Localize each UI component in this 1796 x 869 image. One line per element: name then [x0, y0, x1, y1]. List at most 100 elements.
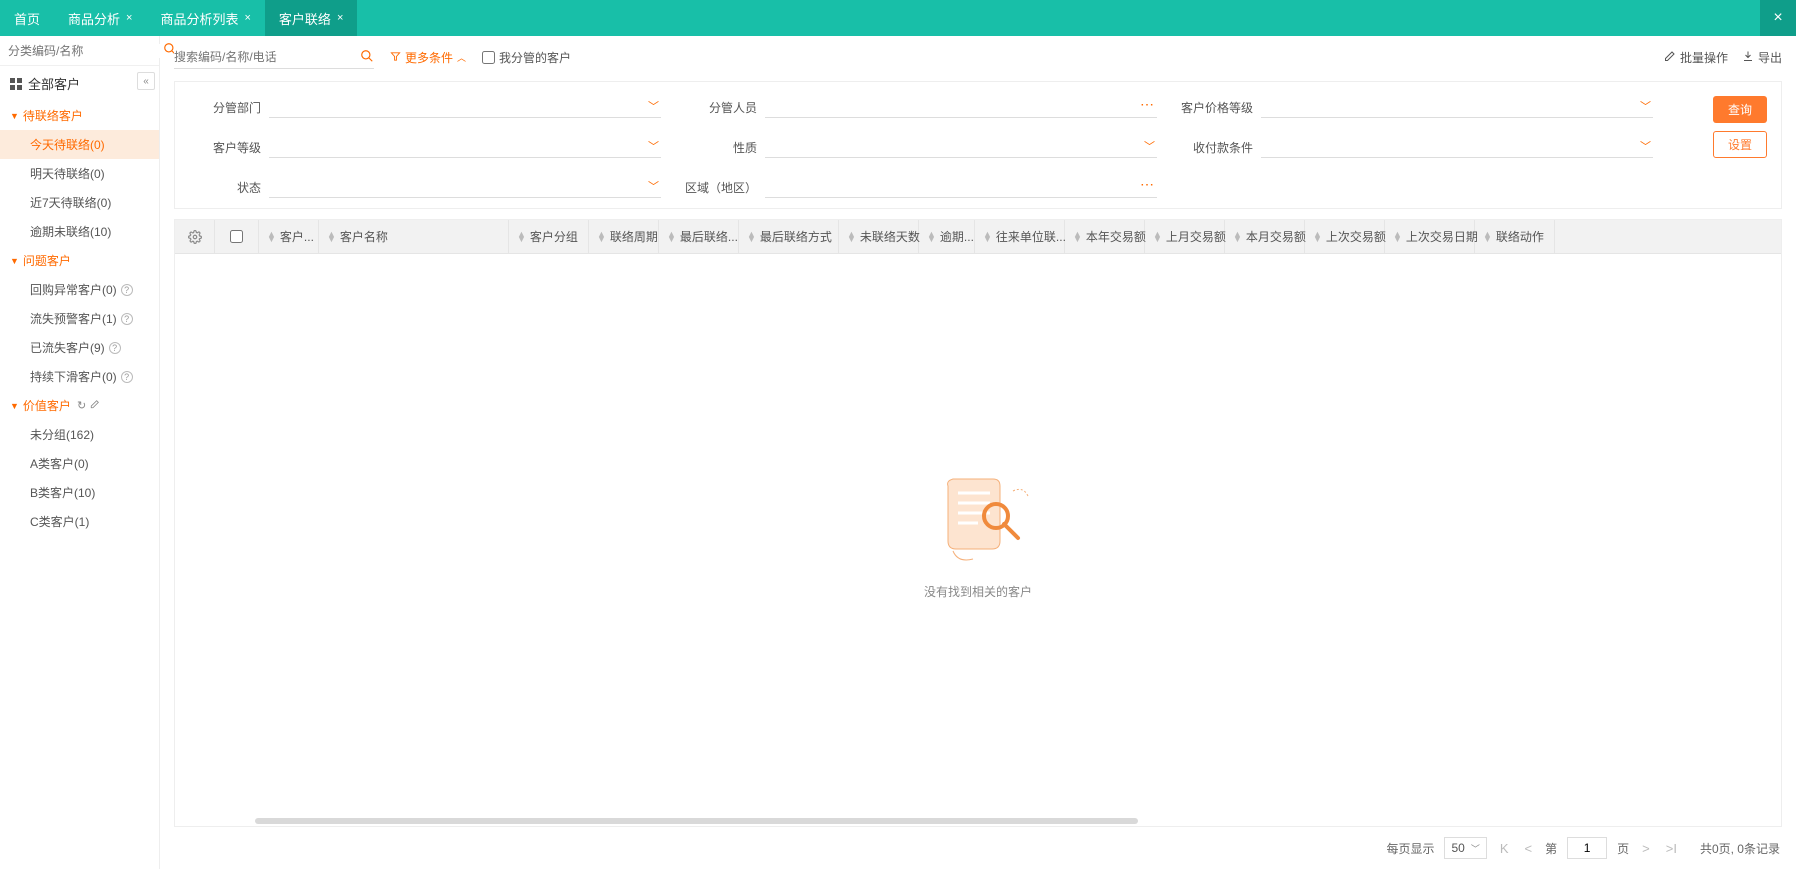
sort-icon: ▲▼ [747, 232, 756, 242]
table-column-1[interactable]: ▲▼客户名称 [319, 220, 509, 253]
refresh-icon[interactable]: ↻ [77, 399, 86, 412]
page-prev-button[interactable]: < [1522, 841, 1536, 856]
content-toolbar: 更多条件 ︿ 我分管的客户 批量操作 导出 [160, 36, 1796, 75]
more-conditions-toggle[interactable]: 更多条件 ︿ [390, 49, 466, 66]
main-search-input[interactable] [174, 46, 360, 68]
tree-group-1[interactable]: ▼问题客户 [0, 246, 159, 275]
sidebar-tree: ▼待联络客户今天待联络(0) 明天待联络(0) 近7天待联络(0) 逾期未联络(10)… [0, 101, 159, 546]
help-icon[interactable]: ? [121, 313, 133, 325]
tree-item-1-3[interactable]: 持续下滑客户(0)? [0, 362, 159, 391]
close-icon[interactable]: × [244, 12, 250, 24]
tree-item-0-1[interactable]: 明天待联络(0) [0, 159, 159, 188]
sidebar: 全部客户 « ▼待联络客户今天待联络(0) 明天待联络(0) 近7天待联络(0) 逾期… [0, 36, 160, 869]
filter-person: 分管人员 ⋯ [685, 96, 1157, 118]
tree-item-0-3[interactable]: 逾期未联络(10) [0, 217, 159, 246]
filter-price-level-input[interactable]: ﹀ [1261, 96, 1653, 118]
edit-icon[interactable] [90, 399, 100, 412]
topbar-close-button[interactable]: × [1760, 0, 1796, 36]
table-column-6[interactable]: ▲▼未联络天数 [839, 220, 919, 253]
sort-icon: ▲▼ [667, 232, 676, 242]
tab-0[interactable]: 首页 [0, 0, 54, 36]
filter-cust-level-input[interactable]: ﹀ [269, 136, 661, 158]
filter-dept-input[interactable]: ﹀ [269, 96, 661, 118]
sidebar-collapse-button[interactable]: « [137, 72, 155, 90]
page-first-button[interactable]: K [1497, 841, 1512, 856]
batch-ops-button[interactable]: 批量操作 [1664, 49, 1728, 66]
scrollbar-thumb[interactable] [255, 818, 1138, 824]
table-column-5[interactable]: ▲▼最后联络方式 [739, 220, 839, 253]
chevron-down-icon: ﹀ [648, 138, 659, 154]
table-column-0[interactable]: ▲▼客户... [259, 220, 319, 253]
tree-item-0-0[interactable]: 今天待联络(0) [0, 130, 159, 159]
close-icon[interactable]: × [126, 12, 132, 24]
table-column-10[interactable]: ▲▼上月交易额 [1145, 220, 1225, 253]
page-next-button[interactable]: > [1639, 841, 1653, 856]
tree-item-label: 明天待联络(0) [30, 165, 105, 182]
query-button[interactable]: 查询 [1713, 96, 1767, 123]
table-column-9[interactable]: ▲▼本年交易额 [1065, 220, 1145, 253]
search-icon[interactable] [360, 49, 374, 66]
help-icon[interactable]: ? [109, 342, 121, 354]
per-page-select[interactable]: 50 ﹀ [1444, 837, 1486, 859]
page-last-button[interactable]: >I [1663, 841, 1680, 856]
table-column-4[interactable]: ▲▼最后联络... [659, 220, 739, 253]
tree-item-2-1[interactable]: A类客户(0) [0, 449, 159, 478]
table-column-7[interactable]: ▲▼逾期... [919, 220, 975, 253]
tab-1[interactable]: 商品分析× [54, 0, 146, 36]
sort-icon: ▲▼ [1313, 232, 1322, 242]
table-column-2[interactable]: ▲▼客户分组 [509, 220, 589, 253]
table-settings-button[interactable] [175, 220, 215, 253]
table-column-3[interactable]: ▲▼联络周期 [589, 220, 659, 253]
horizontal-scrollbar[interactable] [175, 816, 1781, 826]
filter-region-input[interactable]: ⋯ [765, 176, 1157, 198]
caret-down-icon: ▼ [10, 401, 19, 411]
sidebar-search-input[interactable] [8, 44, 163, 58]
tree-group-0[interactable]: ▼待联络客户 [0, 101, 159, 130]
column-label: 上次交易额 [1326, 228, 1386, 245]
tree-item-2-2[interactable]: B类客户(10) [0, 478, 159, 507]
table-select-all[interactable] [215, 220, 259, 253]
table-column-14[interactable]: ▲▼联络动作 [1475, 220, 1555, 253]
tree-item-2-3[interactable]: C类客户(1) [0, 507, 159, 536]
my-customers-checkbox-wrap[interactable]: 我分管的客户 [482, 49, 571, 66]
sort-icon: ▲▼ [1073, 232, 1082, 242]
table-column-13[interactable]: ▲▼上次交易日期 [1385, 220, 1475, 253]
filter-pay-cond-input[interactable]: ﹀ [1261, 136, 1653, 158]
export-button[interactable]: 导出 [1742, 49, 1782, 66]
filter-person-input[interactable]: ⋯ [765, 96, 1157, 118]
filter-status-input[interactable]: ﹀ [269, 176, 661, 198]
close-icon[interactable]: × [337, 12, 343, 24]
select-all-checkbox[interactable] [230, 230, 243, 243]
tree-item-label: 近7天待联络(0) [30, 194, 111, 211]
tree-item-0-2[interactable]: 近7天待联络(0) [0, 188, 159, 217]
filter-cust-level: 客户等级 ﹀ [189, 136, 661, 158]
tree-item-label: B类客户(10) [30, 484, 95, 501]
table-column-8[interactable]: ▲▼往来单位联... [975, 220, 1065, 253]
tree-group-2[interactable]: ▼价值客户↻ [0, 391, 159, 420]
table-column-12[interactable]: ▲▼ 上次交易额 [1305, 220, 1385, 253]
help-icon[interactable]: ? [121, 371, 133, 383]
sidebar-all-customers[interactable]: 全部客户 « [0, 66, 159, 101]
tree-item-label: 未分组(162) [30, 426, 94, 443]
chevron-down-icon: ﹀ [1640, 98, 1651, 114]
sort-icon: ▲▼ [927, 232, 936, 242]
empty-state-icon [918, 471, 1038, 571]
tab-label: 首页 [14, 9, 40, 28]
table-header: ▲▼客户...▲▼客户名称▲▼客户分组▲▼联络周期▲▼最后联络...▲▼最后联络… [175, 220, 1781, 254]
export-label: 导出 [1758, 49, 1782, 66]
column-label: 客户... [280, 228, 314, 245]
filter-status: 状态 ﹀ [189, 176, 661, 198]
filter-price-level: 客户价格等级 ﹀ [1181, 96, 1653, 118]
filter-nature-input[interactable]: ﹀ [765, 136, 1157, 158]
tab-2[interactable]: 商品分析列表× [146, 0, 264, 36]
my-customers-checkbox[interactable] [482, 51, 495, 64]
tab-3[interactable]: 客户联络× [265, 0, 357, 36]
help-icon[interactable]: ? [121, 284, 133, 296]
tree-item-1-1[interactable]: 流失预警客户(1)? [0, 304, 159, 333]
setting-button[interactable]: 设置 [1713, 131, 1767, 158]
tree-item-1-2[interactable]: 已流失客户(9)? [0, 333, 159, 362]
table-column-11[interactable]: ▲▼本月交易额 [1225, 220, 1305, 253]
tree-item-2-0[interactable]: 未分组(162) [0, 420, 159, 449]
page-input[interactable] [1567, 837, 1607, 859]
tree-item-1-0[interactable]: 回购异常客户(0)? [0, 275, 159, 304]
